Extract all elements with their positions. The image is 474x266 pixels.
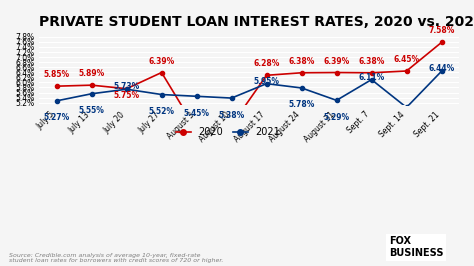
- Text: 5.55%: 5.55%: [79, 106, 105, 115]
- Text: 6.38%: 6.38%: [288, 57, 315, 66]
- Text: 6.45%: 6.45%: [393, 55, 419, 64]
- Text: 5.01%: 5.01%: [0, 265, 1, 266]
- Text: 6.28%: 6.28%: [254, 59, 280, 68]
- Text: 6.38%: 6.38%: [358, 57, 385, 66]
- Text: 7.58%: 7.58%: [428, 27, 455, 35]
- Text: 5.78%: 5.78%: [288, 101, 315, 109]
- Text: 6.39%: 6.39%: [148, 57, 175, 66]
- Text: PRIVATE STUDENT LOAN INTEREST RATES, 2020 vs. 2021: PRIVATE STUDENT LOAN INTEREST RATES, 202…: [39, 15, 474, 29]
- Text: 5.75%: 5.75%: [114, 91, 140, 100]
- Text: 5.38%: 5.38%: [219, 111, 245, 119]
- Text: 6.44%: 6.44%: [428, 64, 455, 73]
- Text: 5.89%: 5.89%: [79, 69, 105, 78]
- Text: 5.73%: 5.73%: [113, 82, 140, 91]
- Text: FOX
BUSINESS: FOX BUSINESS: [389, 236, 443, 258]
- Text: 4.31%: 4.31%: [0, 265, 1, 266]
- Text: 5.45%: 5.45%: [183, 109, 210, 118]
- Text: Source: Credible.com analysis of average 10-year, fixed-rate
student loan rates : Source: Credible.com analysis of average…: [9, 252, 224, 263]
- Text: 5.29%: 5.29%: [323, 113, 350, 122]
- Text: 5.85%: 5.85%: [44, 70, 70, 79]
- Text: 5.52%: 5.52%: [148, 107, 174, 116]
- Text: 6.39%: 6.39%: [323, 57, 350, 66]
- Text: 5.27%: 5.27%: [44, 113, 70, 122]
- Legend: 2020, 2021: 2020, 2021: [172, 124, 284, 141]
- Text: 6.11%: 6.11%: [358, 73, 384, 82]
- Text: 4.11%: 4.11%: [0, 265, 1, 266]
- Text: 5.95%: 5.95%: [254, 77, 280, 86]
